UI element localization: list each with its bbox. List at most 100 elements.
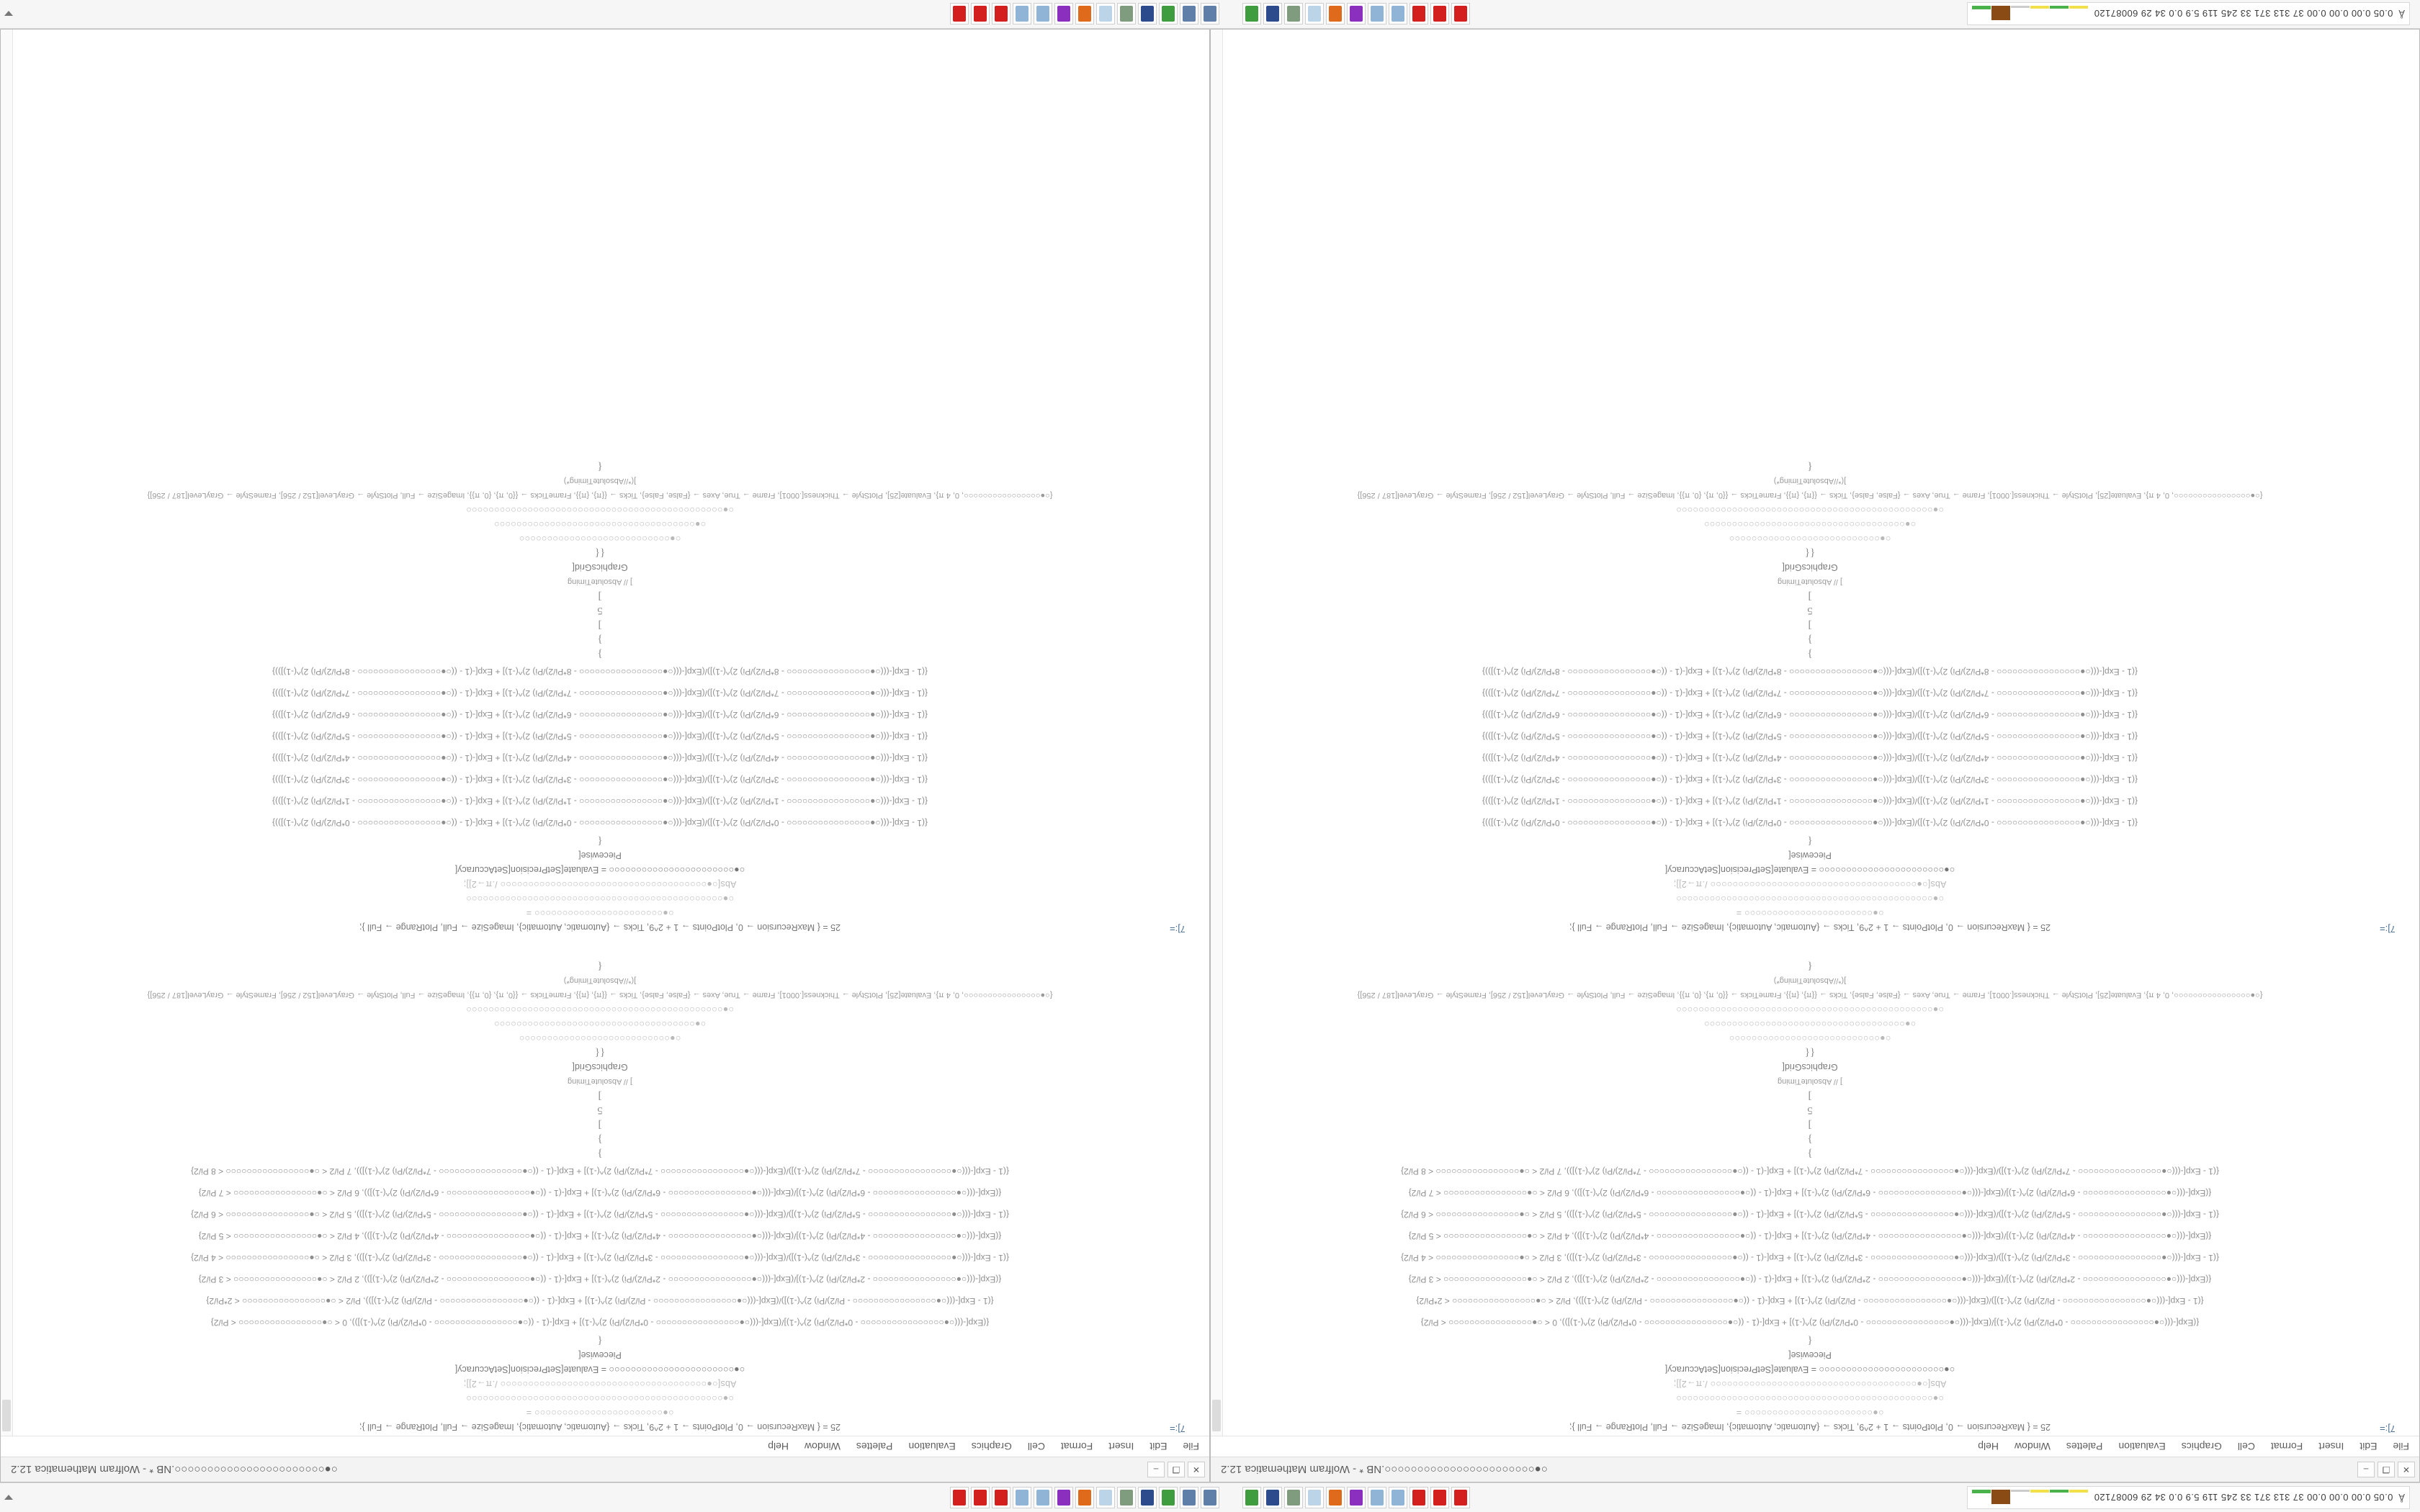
taskbar-firefox-icon[interactable] (1326, 3, 1345, 24)
taskbar-mathematica-icon[interactable] (992, 3, 1010, 24)
maximize-button[interactable]: ❐ (1168, 1462, 1185, 1477)
menu-evaluation[interactable]: Evaluation (2118, 1441, 2166, 1452)
taskbar-file-manager-icon[interactable] (1242, 1487, 1261, 1508)
taskbar-mathematica-icon[interactable] (1430, 3, 1449, 24)
taskbar-mathematica-icon[interactable] (950, 3, 969, 24)
taskbar-terminal-icon[interactable] (1368, 3, 1386, 24)
scrollbar-thumb[interactable] (2, 1400, 11, 1431)
taskbar-image-viewer-icon[interactable] (1117, 1487, 1136, 1508)
mathematica-window-right[interactable]: ✕ ❐ – ○●○○○○○○○○○○○○○○○○○○○○○○○.NB * - W… (0, 29, 1210, 1482)
taskbar-firefox-icon[interactable] (1075, 3, 1094, 24)
taskbar-editor-icon[interactable] (1305, 1487, 1324, 1508)
taskbar-terminal-icon[interactable] (1034, 3, 1052, 24)
menu-help[interactable]: Help (768, 1441, 789, 1452)
taskbar-mathematica-icon[interactable] (1410, 1487, 1428, 1508)
input-cell-1[interactable]: In[237]:= 25 = { MaxRecursion → 0, PlotPo… (15, 958, 1185, 1436)
menu-graphics[interactable]: Graphics (971, 1441, 1012, 1452)
menubar-right[interactable]: File Edit Insert Format Cell Graphics Evaluati… (1, 1436, 1209, 1457)
taskbar-firefox-icon[interactable] (1326, 1487, 1345, 1508)
menubar-left[interactable]: File Edit Insert Format Cell Graphics Evaluati… (1211, 1436, 2419, 1457)
menu-cell[interactable]: Cell (1027, 1441, 1045, 1452)
panel-right-group-bottom[interactable] (4, 11, 13, 17)
menu-file[interactable]: File (1183, 1441, 1199, 1452)
menu-edit[interactable]: Edit (2360, 1441, 2378, 1452)
close-button[interactable]: ✕ (1188, 1462, 1205, 1477)
taskbar-mathematica-icon[interactable] (1430, 1487, 1449, 1508)
taskbar-image-viewer-icon[interactable] (1284, 1487, 1303, 1508)
minimize-button[interactable]: – (2357, 1462, 2375, 1477)
window-buttons-left[interactable]: ✕ ❐ – (2357, 1462, 2415, 1477)
taskbar-floppy-save-icon[interactable] (1263, 1487, 1282, 1508)
maximize-button[interactable]: ❐ (2378, 1462, 2395, 1477)
system-monitor-applet[interactable]: Å 0.05 0.00 0.00 0.00 37 313 371 33 245 … (1967, 1486, 2410, 1509)
input-cell-2[interactable]: In[237]:= 25 = { MaxRecursion → 0, PlotPo… (1225, 458, 2395, 936)
taskbar-editor-icon[interactable] (1096, 1487, 1115, 1508)
taskbar-floppy-save-icon[interactable] (1263, 3, 1282, 24)
window-buttons-right[interactable]: ✕ ❐ – (1147, 1462, 1205, 1477)
taskbar-editor-icon[interactable] (1096, 3, 1115, 24)
menu-cell[interactable]: Cell (2237, 1441, 2255, 1452)
taskbar-terminal-icon[interactable] (1368, 1487, 1386, 1508)
taskbar-terminal-icon[interactable] (1034, 1487, 1052, 1508)
taskbar-firefox-icon[interactable] (1347, 3, 1366, 24)
menu-format[interactable]: Format (2270, 1441, 2303, 1452)
menu-insert[interactable]: Insert (1108, 1441, 1134, 1452)
taskbar-terminal-icon[interactable] (1389, 3, 1407, 24)
top-panel[interactable]: Å 0.05 0.00 0.00 0.00 37 313 371 33 245 … (0, 1482, 2420, 1512)
menu-window[interactable]: Window (805, 1441, 841, 1452)
notebook-area-right[interactable]: In[237]:= 25 = { MaxRecursion → 0, PlotPo… (1, 30, 1209, 1436)
taskbar-document-icon[interactable] (1201, 1487, 1219, 1508)
taskbar-file-manager-icon[interactable] (1159, 3, 1178, 24)
taskbar-document-icon[interactable] (1180, 1487, 1198, 1508)
menu-edit[interactable]: Edit (1150, 1441, 1168, 1452)
taskbar-image-viewer-icon[interactable] (1284, 3, 1303, 24)
taskbar-mathematica-icon[interactable] (971, 1487, 990, 1508)
taskbar-mathematica-icon[interactable] (1451, 3, 1470, 24)
taskbar-mathematica-icon[interactable] (1451, 1487, 1470, 1508)
taskbar-terminal-icon[interactable] (1389, 1487, 1407, 1508)
menu-insert[interactable]: Insert (2318, 1441, 2344, 1452)
menu-window[interactable]: Window (2015, 1441, 2051, 1452)
menu-help[interactable]: Help (1978, 1441, 1999, 1452)
taskbar-mathematica-icon[interactable] (950, 1487, 969, 1508)
menu-format[interactable]: Format (1060, 1441, 1093, 1452)
bottom-panel[interactable]: Å 0.05 0.00 0.00 0.00 37 313 371 33 245 … (0, 0, 2420, 29)
taskbar-editor-icon[interactable] (1305, 3, 1324, 24)
minimize-button[interactable]: – (1147, 1462, 1165, 1477)
chevron-down-icon[interactable] (4, 1495, 13, 1500)
notebook-scrollbar-left[interactable] (1211, 30, 1223, 1436)
taskbar-image-viewer-icon[interactable] (1117, 3, 1136, 24)
titlebar-left[interactable]: ✕ ❐ – ○●○○○○○○○○○○○○○○○○○○○○○○○.NB * - W… (1211, 1457, 2419, 1482)
taskbar-firefox-icon[interactable] (1054, 1487, 1073, 1508)
taskbar-file-manager-icon[interactable] (1159, 1487, 1178, 1508)
close-button[interactable]: ✕ (2398, 1462, 2415, 1477)
notebook-area-left[interactable]: In[237]:= 25 = { MaxRecursion → 0, PlotPo… (1211, 30, 2419, 1436)
taskbar-firefox-icon[interactable] (1347, 1487, 1366, 1508)
taskbar-icons-top[interactable] (950, 1487, 1470, 1508)
taskbar-document-icon[interactable] (1180, 3, 1198, 24)
menu-palettes[interactable]: Palettes (856, 1441, 893, 1452)
taskbar-floppy-save-icon[interactable] (1138, 3, 1157, 24)
menu-palettes[interactable]: Palettes (2066, 1441, 2103, 1452)
taskbar-firefox-icon[interactable] (1054, 3, 1073, 24)
taskbar-terminal-icon[interactable] (1013, 1487, 1031, 1508)
taskbar-document-icon[interactable] (1201, 3, 1219, 24)
taskbar-mathematica-icon[interactable] (992, 1487, 1010, 1508)
scrollbar-thumb[interactable] (1212, 1400, 1221, 1431)
notebook-scrollbar-right[interactable] (1, 30, 13, 1436)
input-cell-2[interactable]: In[237]:= 25 = { MaxRecursion → 0, PlotPo… (15, 458, 1185, 936)
panel-right-group-top[interactable] (4, 1495, 13, 1500)
menu-file[interactable]: File (2393, 1441, 2409, 1452)
taskbar-terminal-icon[interactable] (1013, 3, 1031, 24)
taskbar-mathematica-icon[interactable] (1410, 3, 1428, 24)
chevron-down-icon-bottom[interactable] (4, 11, 13, 17)
taskbar-firefox-icon[interactable] (1075, 1487, 1094, 1508)
titlebar-right[interactable]: ✕ ❐ – ○●○○○○○○○○○○○○○○○○○○○○○○○.NB * - W… (1, 1457, 1209, 1482)
menu-graphics[interactable]: Graphics (2181, 1441, 2222, 1452)
system-monitor-applet-bottom[interactable]: Å 0.05 0.00 0.00 0.00 37 313 371 33 245 … (1967, 2, 2410, 25)
taskbar-mathematica-icon[interactable] (971, 3, 990, 24)
mathematica-window-left[interactable]: ✕ ❐ – ○●○○○○○○○○○○○○○○○○○○○○○○○.NB * - W… (1210, 29, 2420, 1482)
taskbar-icons-bottom[interactable] (950, 3, 1470, 24)
taskbar-file-manager-icon[interactable] (1242, 3, 1261, 24)
taskbar-floppy-save-icon[interactable] (1138, 1487, 1157, 1508)
